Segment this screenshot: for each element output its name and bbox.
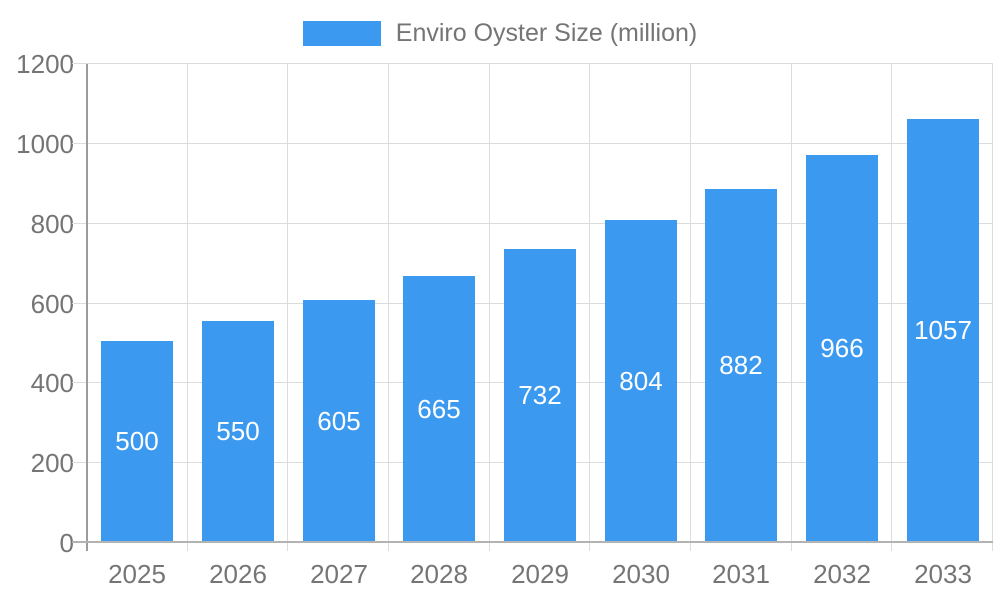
x-axis-line: [72, 541, 993, 543]
bar-2029[interactable]: 732: [504, 249, 576, 541]
bar-value-label: 804: [619, 365, 663, 396]
x-tick-label: 2029: [511, 559, 569, 589]
bar-2027[interactable]: 605: [303, 300, 375, 541]
bar-value-label: 605: [317, 405, 361, 436]
bar-value-label: 732: [518, 380, 562, 410]
bar-value-label: 1057: [914, 315, 972, 345]
bar-2026[interactable]: 550: [202, 321, 274, 541]
x-tick-label: 2028: [410, 559, 468, 589]
y-tick-label: 400: [30, 368, 74, 398]
gridline-vertical: [589, 64, 590, 551]
gridline-horizontal: [72, 143, 993, 144]
bar-2033[interactable]: 1057: [907, 119, 979, 541]
bar-value-label: 665: [417, 393, 461, 424]
gridline-vertical: [388, 64, 389, 551]
y-tick-label: 0: [59, 528, 74, 558]
gridline-vertical: [489, 64, 490, 551]
x-tick-label: 2025: [108, 559, 166, 589]
gridline-horizontal: [72, 223, 993, 224]
gridline-vertical: [992, 64, 993, 551]
x-axis-labels: 2025 2026 2027 2028 2029 2030 2031 2032 2033: [87, 560, 993, 590]
bar-2025[interactable]: 500: [101, 341, 173, 541]
x-tick-label: 2033: [914, 559, 972, 589]
gridline-vertical: [690, 64, 691, 551]
bar-2030[interactable]: 804: [605, 220, 677, 541]
legend-label: Enviro Oyster Size (million): [395, 18, 698, 47]
y-tick-label: 1000: [16, 129, 74, 159]
chart-legend[interactable]: Enviro Oyster Size (million): [0, 19, 1000, 47]
gridline-horizontal: [72, 63, 993, 64]
gridline-vertical: [187, 64, 188, 551]
y-tick-label: 1200: [16, 49, 74, 79]
y-tick-label: 200: [30, 448, 74, 478]
gridline-vertical: [287, 64, 288, 551]
x-tick-label: 2032: [813, 559, 871, 589]
gridline-vertical: [891, 64, 892, 551]
x-tick-label: 2026: [209, 559, 267, 589]
y-axis-labels: 0 200 400 600 800 1000 1200: [0, 49, 74, 558]
gridline-vertical: [791, 64, 792, 551]
y-axis-line: [86, 64, 88, 551]
bar-value-label: 550: [216, 416, 260, 446]
x-tick-label: 2030: [612, 559, 670, 589]
bar-2028[interactable]: 665: [403, 276, 475, 541]
bar-2032[interactable]: 966: [806, 155, 878, 541]
y-tick-label: 600: [30, 289, 74, 319]
y-tick-label: 800: [30, 209, 74, 239]
bar-value-label: 882: [719, 350, 763, 380]
bar-value-label: 500: [115, 426, 159, 456]
plot-area: 500 550 605 665 732 804 882 966 1057: [72, 63, 993, 551]
x-tick-label: 2031: [712, 559, 770, 589]
x-tick-label: 2027: [310, 559, 368, 589]
bar-2031[interactable]: 882: [705, 189, 777, 541]
legend-swatch-icon: [302, 20, 381, 46]
bar-value-label: 966: [820, 333, 864, 363]
